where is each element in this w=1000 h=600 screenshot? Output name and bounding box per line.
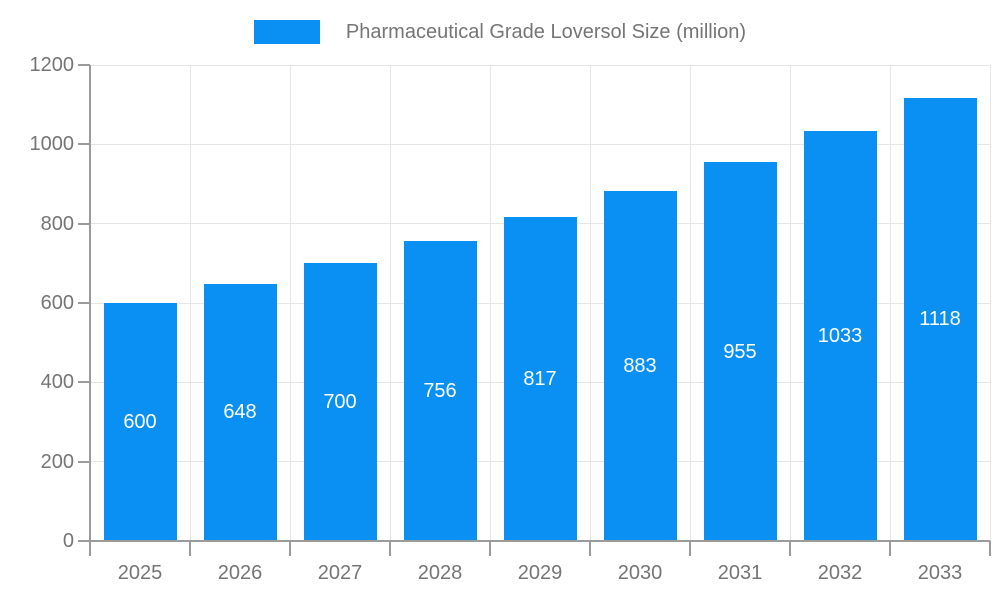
gridline-vertical [989,65,991,541]
x-axis-tick [889,541,891,556]
y-axis-tick-label: 400 [40,371,74,394]
bar[interactable] [203,283,277,541]
gridline-vertical [689,65,691,541]
x-axis-line [90,540,990,542]
gridline-vertical [289,65,291,541]
x-axis-tick-label: 2026 [217,562,263,584]
gridline-vertical [189,65,191,541]
gridline-horizontal [90,64,990,66]
x-axis-tick-label: 2030 [617,562,663,584]
x-axis-tick-label: 2028 [417,562,463,584]
x-axis-tick-label: 2025 [117,562,163,584]
bar-value-label: 756 [423,380,457,403]
x-axis-tick [689,541,691,556]
bar-value-label: 817 [523,367,557,390]
bar[interactable] [103,303,177,541]
y-axis-tick [78,143,90,146]
x-axis-tick-label: 2031 [717,562,763,584]
x-axis-tick-label: 2029 [517,562,563,584]
x-axis-tick [989,541,991,556]
bar-value-label: 648 [223,401,257,424]
y-axis-tick-label: 200 [40,450,74,473]
bar-value-label: 1033 [817,325,863,348]
bar-value-label: 883 [623,354,657,377]
gridline-vertical [489,65,491,541]
legend-swatch [253,20,320,44]
bar-value-label: 1118 [919,308,961,331]
gridline-horizontal [90,143,990,145]
x-axis-tick [489,541,491,556]
gridline-vertical [389,65,391,541]
x-axis-tick [189,541,191,556]
y-axis-tick-label: 600 [40,292,74,314]
bar[interactable] [703,162,777,541]
bar-value-label: 700 [323,391,357,414]
y-axis-tick-label: 1000 [29,133,75,156]
bar[interactable] [303,263,377,541]
bar[interactable] [603,190,677,541]
y-axis-tick [78,302,90,304]
legend-label: Pharmaceutical Grade Loversol Size (mill… [345,20,747,43]
y-axis-tick-label: 800 [40,212,74,235]
bar[interactable] [403,241,477,541]
bar[interactable] [903,97,977,541]
bar[interactable] [803,131,877,541]
x-axis-tick-label: 2033 [917,562,963,584]
y-axis-tick [78,540,90,542]
y-axis-tick [78,381,90,384]
legend[interactable]: Pharmaceutical Grade Loversol Size (mill… [0,18,1000,46]
x-axis-tick [589,541,591,556]
gridline-vertical [889,65,891,541]
y-axis-tick [78,460,90,463]
y-axis-tick-label: 0 [62,530,74,552]
bar-value-label: 955 [723,340,757,363]
x-axis-tick [789,541,791,556]
x-axis-tick [389,541,391,556]
y-axis-tick [78,64,90,66]
gridline-vertical [589,65,591,541]
x-axis-tick [89,541,91,556]
x-axis-tick-label: 2032 [817,562,863,584]
bar-value-label: 600 [123,411,157,433]
bar[interactable] [503,216,577,541]
y-axis-tick [78,222,90,225]
y-axis-line [89,65,91,542]
x-axis-tick-label: 2027 [317,562,363,584]
y-axis-tick-label: 1200 [29,54,75,76]
gridline-vertical [789,65,791,541]
x-axis-tick [289,541,291,556]
